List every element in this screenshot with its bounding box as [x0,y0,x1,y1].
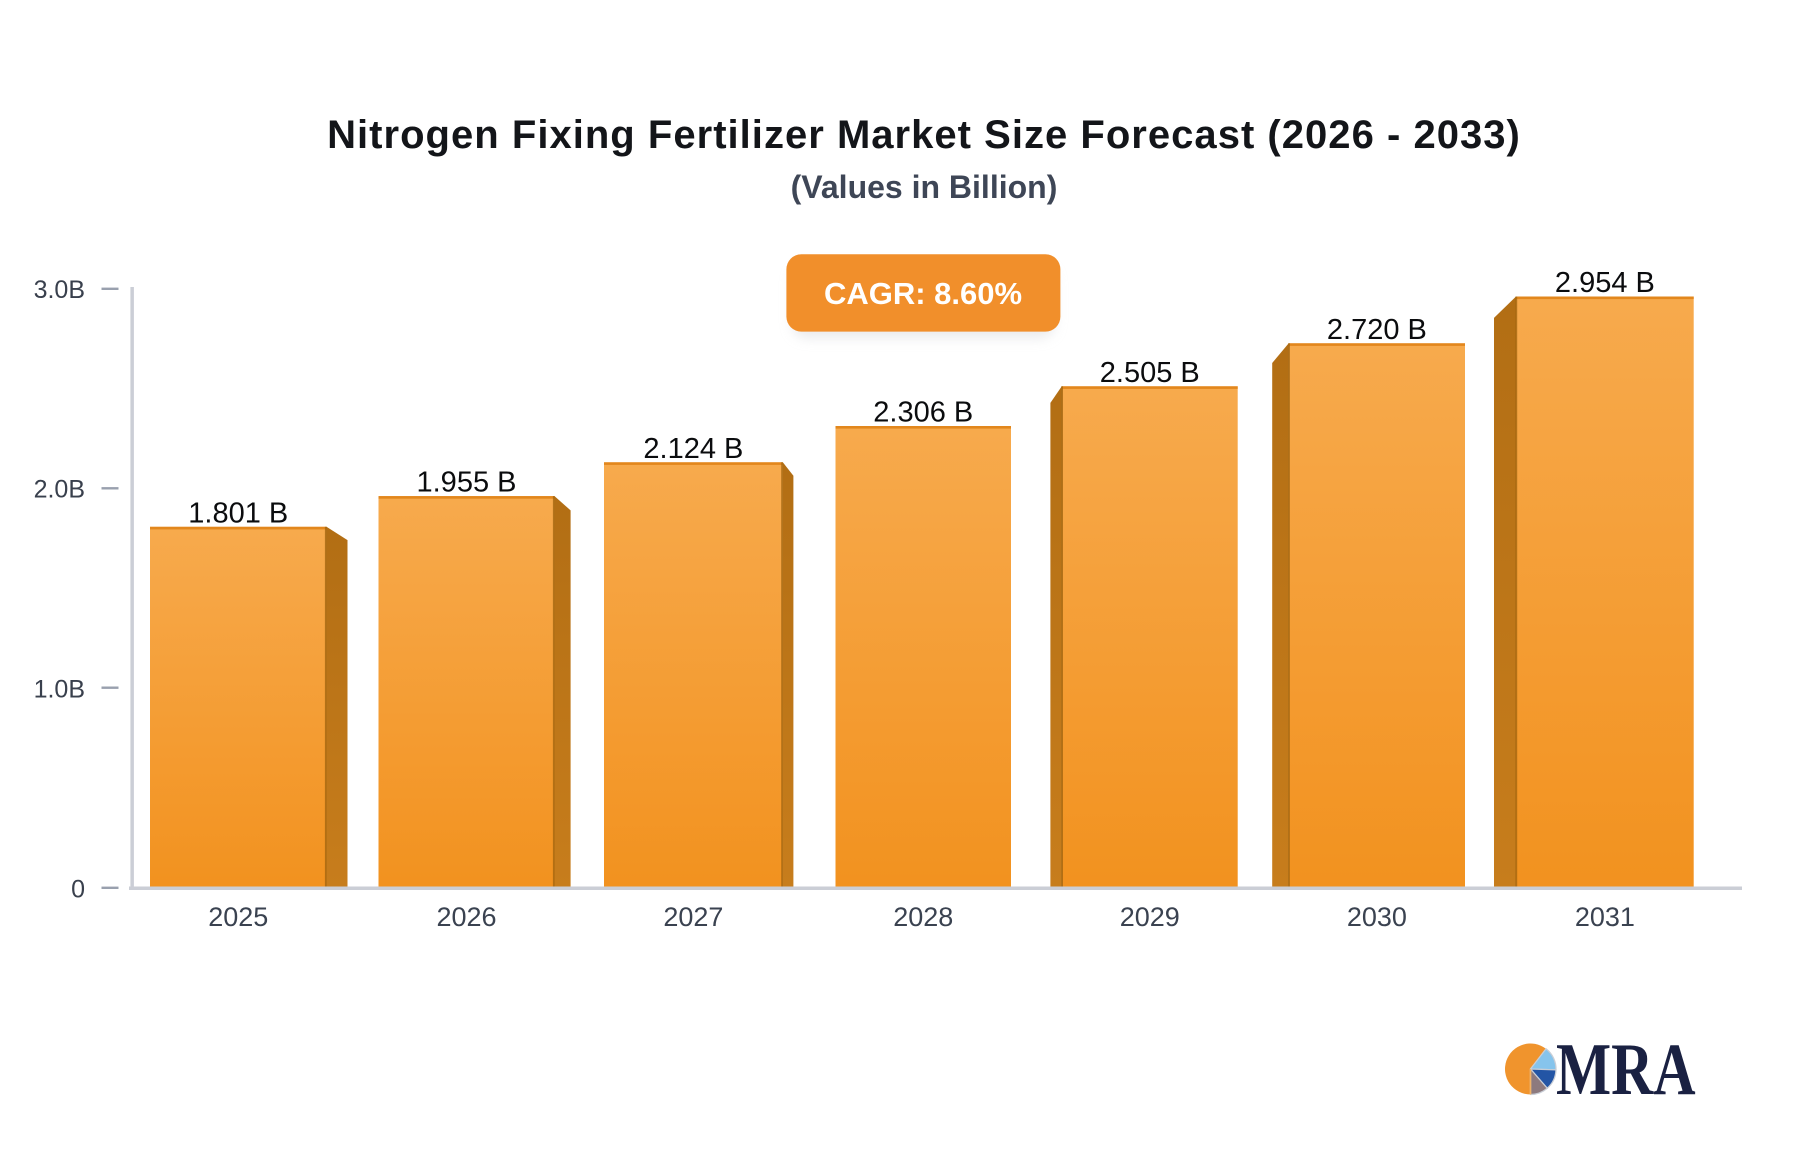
svg-text:2029: 2029 [1120,902,1180,932]
svg-text:2.505 B: 2.505 B [1100,357,1200,389]
svg-text:Nitrogen Fixing Fertilizer Mar: Nitrogen Fixing Fertilizer Market Size F… [327,113,1521,157]
svg-text:MRA: MRA [1556,1030,1696,1111]
svg-text:2027: 2027 [663,902,723,932]
svg-text:(Values in Billion): (Values in Billion) [791,169,1058,205]
svg-text:2.306 B: 2.306 B [873,397,973,429]
svg-text:2031: 2031 [1575,902,1635,932]
svg-text:2030: 2030 [1347,902,1407,932]
svg-text:2025: 2025 [208,902,268,932]
svg-text:3.0B: 3.0B [34,276,85,304]
svg-text:1.801 B: 1.801 B [188,497,288,529]
svg-text:0: 0 [71,876,85,904]
svg-text:2.720 B: 2.720 B [1327,314,1427,346]
svg-text:CAGR: 8.60%: CAGR: 8.60% [824,276,1022,311]
svg-text:2028: 2028 [893,902,953,932]
svg-text:2026: 2026 [436,902,496,932]
svg-text:1.955 B: 1.955 B [417,467,517,499]
svg-text:2.124 B: 2.124 B [643,433,743,465]
svg-text:1.0B: 1.0B [34,676,85,704]
svg-text:2.0B: 2.0B [34,476,85,504]
svg-text:2.954 B: 2.954 B [1555,267,1655,299]
